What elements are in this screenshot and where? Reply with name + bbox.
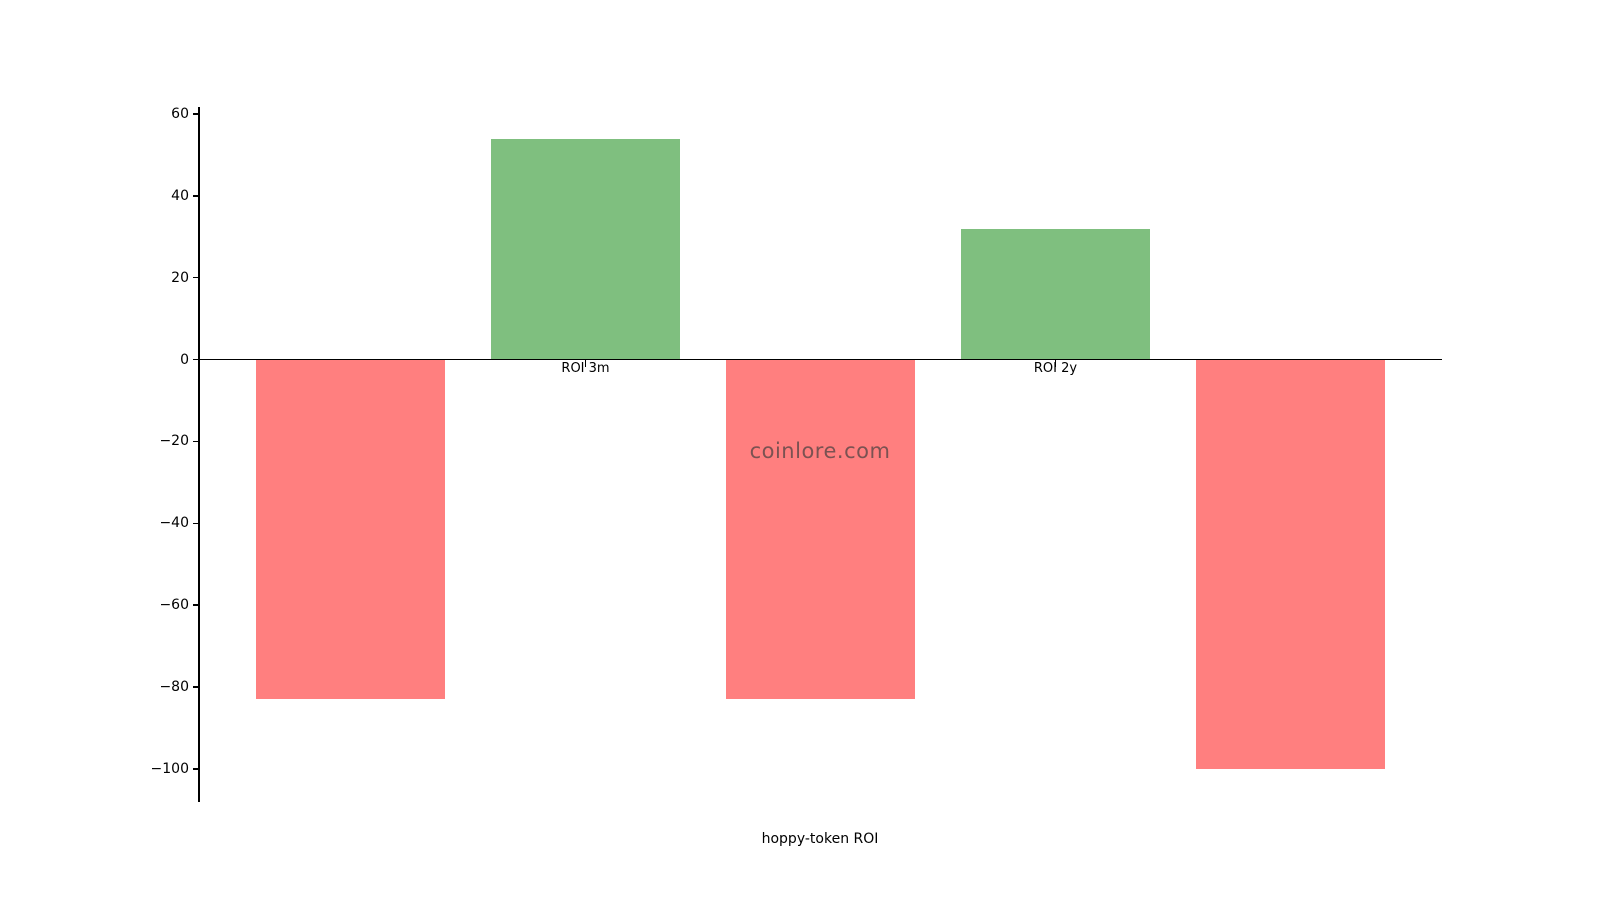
bar — [961, 228, 1150, 360]
y-tick-label: −100 — [150, 761, 189, 777]
x-tick-label: ROI 3m — [561, 361, 610, 376]
bar — [1196, 359, 1385, 769]
y-tick-mark — [192, 686, 198, 688]
x-axis-zero-line — [198, 358, 1442, 361]
y-tick-mark — [192, 768, 198, 770]
y-tick-mark — [192, 440, 198, 443]
y-tick-label: −60 — [159, 597, 189, 614]
y-tick-label: 20 — [171, 269, 189, 286]
y-tick-mark — [192, 522, 198, 525]
y-axis-spine — [198, 107, 200, 802]
y-tick-mark — [192, 604, 198, 606]
y-tick-label: −20 — [159, 433, 189, 450]
y-tick-label: 40 — [171, 187, 189, 204]
x-tick-mark — [584, 360, 587, 367]
y-tick-label: 60 — [171, 105, 189, 122]
y-tick-label: −40 — [159, 515, 189, 532]
x-tick-label: ROI 2y — [1033, 361, 1078, 376]
watermark: coinlore.com — [749, 439, 891, 463]
bar — [726, 359, 915, 700]
y-tick-mark — [192, 195, 198, 197]
y-tick-label: 0 — [180, 351, 189, 368]
y-tick-mark — [192, 113, 198, 115]
y-tick-mark — [192, 276, 198, 279]
y-tick-label: −80 — [159, 679, 189, 696]
chart-title: hoppy-token ROI — [761, 831, 879, 847]
bar — [491, 138, 680, 360]
bar — [256, 359, 445, 700]
x-tick-mark — [1054, 360, 1057, 367]
y-tick-mark — [192, 358, 198, 361]
